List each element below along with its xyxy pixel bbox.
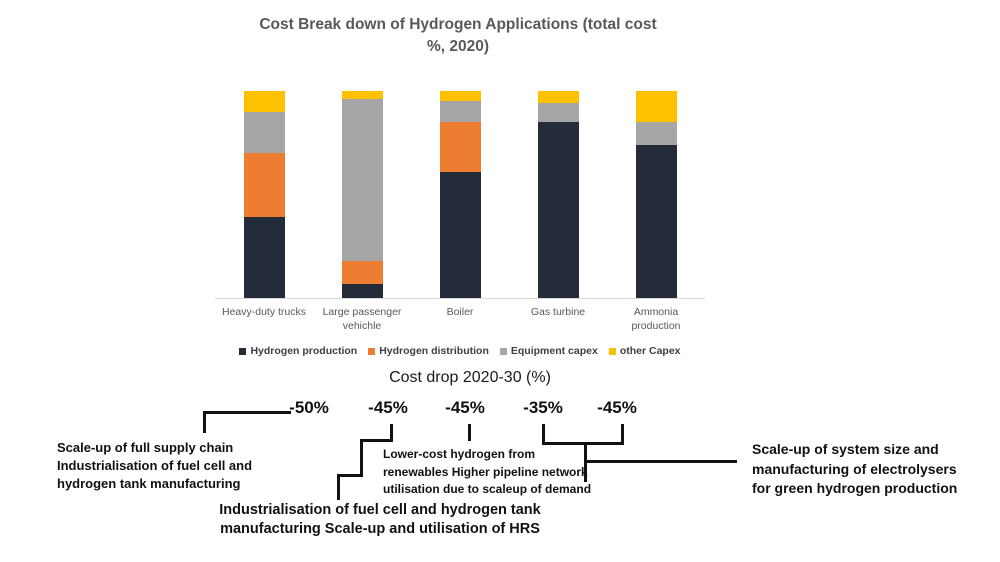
segment-hydrogen-production <box>439 171 481 298</box>
segment-hydrogen-production <box>635 144 677 298</box>
category-label-heavy-duty-trucks: Heavy-duty trucks <box>221 306 307 318</box>
bar-column <box>313 91 411 298</box>
segment-hydrogen-distribution <box>243 153 285 218</box>
annotation-electrolyser-scale-up: Scale-up of system size and manufacturin… <box>752 441 958 496</box>
segment-hydrogen-distribution <box>439 122 481 172</box>
connector-line-middle-tick <box>468 424 471 441</box>
bar-ammonia-production <box>635 91 677 298</box>
bar-heavy-duty-trucks <box>243 91 285 298</box>
segment-equipment-capex <box>537 103 579 123</box>
bar-gas-turbine <box>537 91 579 298</box>
legend-item-hydrogen-production: Hydrogen production <box>239 345 357 357</box>
segment-equipment-capex <box>341 99 383 261</box>
segment-other-capex <box>439 91 481 102</box>
segment-equipment-capex <box>243 111 285 154</box>
legend-item-hydrogen-distribution: Hydrogen distribution <box>368 345 489 357</box>
legend-label: Equipment capex <box>510 345 598 357</box>
connector-line-zigzag-v2 <box>360 439 363 477</box>
segment-hydrogen-production <box>341 283 383 298</box>
segment-other-capex <box>243 91 285 112</box>
annotation-heavy-duty-trucks: Scale-up of full supply chain Industrial… <box>57 440 253 491</box>
connector-line-bracket-v-right <box>621 424 624 445</box>
category-label-ammonia-production: Ammonia production <box>631 306 681 333</box>
legend-swatch-icon <box>368 347 376 355</box>
connector-line-left-vertical <box>203 411 206 433</box>
connector-line-zigzag-h2 <box>337 474 363 477</box>
connector-line-bracket-h <box>542 442 624 445</box>
connector-line-zigzag-h1 <box>360 439 393 442</box>
segment-hydrogen-distribution <box>341 260 383 284</box>
connector-line-bracket-v-left <box>542 424 545 445</box>
legend-label: Hydrogen production <box>250 345 358 357</box>
cost-drop-value-boiler: -45% <box>445 398 485 417</box>
annotation-passenger-vehicle: Industrialisation of fuel cell and hydro… <box>219 502 541 537</box>
category-label-gas-turbine: Gas turbine <box>530 306 586 318</box>
legend-swatch-icon <box>608 347 616 355</box>
connector-line-left-horizontal <box>203 411 291 414</box>
bar-column <box>215 91 313 298</box>
category-labels: Heavy-duty trucks Large passenger vehichl… <box>215 305 705 333</box>
category-label-boiler: Boiler <box>446 306 474 318</box>
legend-item-other-capex: other Capex <box>608 345 681 357</box>
segment-equipment-capex <box>635 122 677 145</box>
chart-title: Cost Break down of Hydrogen Applications… <box>259 16 657 55</box>
cost-drop-value-gas-turbine: -35% <box>523 398 563 417</box>
bar-column <box>607 91 705 298</box>
segment-other-capex <box>537 91 579 104</box>
legend-label: Hydrogen distribution <box>379 345 489 357</box>
legend-swatch-icon <box>499 347 507 355</box>
cost-drop-value-large-passenger-vehicle: -45% <box>368 398 408 417</box>
bar-column <box>509 91 607 298</box>
bar-large-passenger-vehichle <box>341 91 383 298</box>
legend-label: other Capex <box>619 345 681 357</box>
segment-hydrogen-production <box>537 122 579 298</box>
category-label-large-passenger-vehichle: Large passenger vehichle <box>322 306 402 333</box>
connector-line-zigzag-v1 <box>390 424 393 442</box>
bar-boiler <box>439 91 481 298</box>
legend: Hydrogen production Hydrogen distribution… <box>195 345 725 357</box>
bar-column <box>411 91 509 298</box>
cost-drop-value-heavy-duty-trucks: -50% <box>289 398 329 417</box>
connector-line-bracket-to-right <box>584 460 737 463</box>
legend-item-equipment-capex: Equipment capex <box>499 345 598 357</box>
annotation-boiler: Lower-cost hydrogen from renewables High… <box>383 447 592 496</box>
bars-row <box>215 91 705 298</box>
connector-line-zigzag-v3 <box>337 474 340 500</box>
legend-swatch-icon <box>239 347 247 355</box>
segment-equipment-capex <box>439 101 481 123</box>
segment-hydrogen-production <box>243 217 285 298</box>
segment-other-capex <box>635 91 677 123</box>
cost-drop-value-ammonia-production: -45% <box>597 398 637 417</box>
plot-area <box>215 91 705 299</box>
cost-drop-title: Cost drop 2020-30 (%) <box>389 369 551 386</box>
segment-other-capex <box>341 91 383 100</box>
